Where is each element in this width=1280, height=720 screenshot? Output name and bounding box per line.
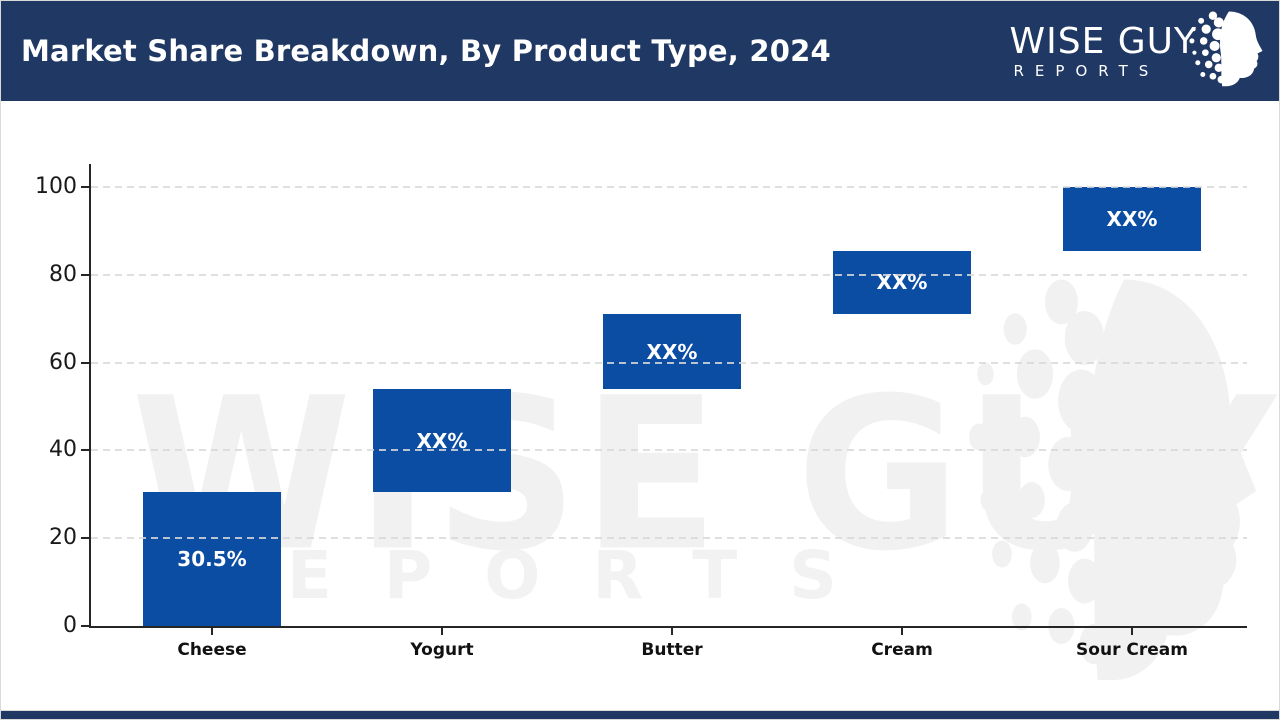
y-tick-label: 20 — [49, 525, 77, 551]
gridline — [91, 186, 1247, 188]
x-tick-mark — [441, 626, 443, 635]
x-axis-label: Butter — [641, 640, 703, 660]
page-title: Market Share Breakdown, By Product Type,… — [21, 34, 831, 68]
bar-butter: XX% — [603, 314, 741, 389]
x-tick-mark — [671, 626, 673, 635]
watermark-dotted-head — [969, 279, 1257, 680]
y-tick-label: 80 — [49, 261, 77, 287]
y-tick-mark — [81, 625, 90, 627]
x-axis-label: Sour Cream — [1076, 640, 1188, 660]
x-axis-line — [89, 626, 1247, 628]
bar-value-label: 30.5% — [177, 547, 247, 572]
brand-logo-text: WISE GUY REPORTS — [1009, 20, 1198, 80]
bar-sour-cream: XX% — [1063, 187, 1201, 251]
y-tick-label: 60 — [49, 349, 77, 375]
x-axis-label: Yogurt — [410, 640, 474, 660]
y-tick-label: 100 — [35, 174, 77, 199]
y-tick-mark — [81, 273, 90, 276]
y-tick-label: 0 — [63, 613, 77, 638]
brand-name: WISE GUY — [1009, 20, 1197, 62]
gridline — [91, 537, 1247, 540]
y-tick-label: 40 — [49, 437, 77, 463]
x-axis-label: Cream — [871, 640, 933, 660]
brand-logo: WISE GUY REPORTS — [1010, 7, 1266, 95]
y-tick-mark — [81, 361, 90, 364]
x-tick-mark — [211, 626, 213, 635]
bar-yogurt: XX% — [373, 388, 511, 493]
gridline — [91, 273, 1247, 276]
chart-area: WISE GUY REPORTS — [1, 101, 1279, 713]
bar-value-label: XX% — [416, 428, 468, 453]
gridline — [91, 361, 1247, 364]
y-tick-mark — [81, 537, 90, 540]
x-tick-mark — [1131, 626, 1133, 635]
x-axis-label: Cheese — [177, 640, 247, 660]
bar-cheese: 30.5% — [143, 492, 281, 626]
y-tick-mark — [81, 186, 90, 188]
brand-subtitle: REPORTS — [1013, 61, 1160, 80]
header-bar: Market Share Breakdown, By Product Type,… — [1, 1, 1279, 101]
bar-value-label: XX% — [1106, 206, 1158, 231]
gridline — [91, 449, 1247, 452]
dotted-head-icon — [1189, 11, 1263, 87]
x-tick-mark — [901, 626, 903, 635]
y-axis-line — [89, 164, 91, 628]
bar-cream: XX% — [833, 250, 971, 315]
y-tick-mark — [81, 449, 90, 452]
watermark-subtitle-text: REPORTS — [184, 537, 889, 614]
footer-bar — [1, 710, 1279, 719]
bar-value-label: XX% — [646, 339, 698, 364]
